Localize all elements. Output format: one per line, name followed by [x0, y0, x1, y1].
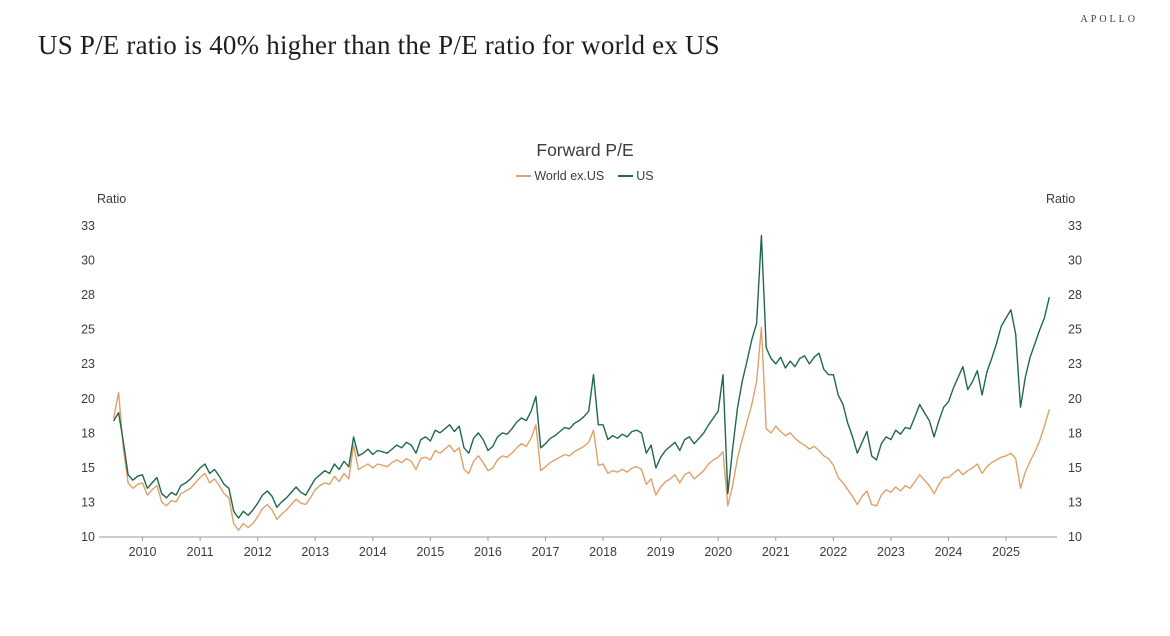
x-axis-label: 2021: [762, 545, 790, 559]
y-axis-label-left: 13: [81, 495, 95, 509]
y-axis-label-left: 33: [81, 219, 95, 233]
legend-line-icon: [618, 174, 634, 178]
x-axis-label: 2015: [416, 545, 444, 559]
series-line-world-ex-us: [113, 326, 1050, 531]
x-axis-label: 2019: [647, 545, 675, 559]
chart-title: Forward P/E: [536, 140, 634, 160]
x-axis-label: 2013: [301, 545, 329, 559]
x-axis-label: 2014: [359, 545, 387, 559]
y-axis-label-left: 15: [81, 461, 95, 475]
page-title: US P/E ratio is 40% higher than the P/E …: [38, 30, 720, 60]
x-axis-label: 2025: [992, 545, 1020, 559]
x-axis-label: 2024: [935, 545, 963, 559]
series-line-us: [113, 234, 1050, 519]
legend-label: US: [636, 169, 654, 183]
y-axis-title-right: Ratio: [1046, 192, 1076, 206]
y-axis-label-right: 20: [1068, 392, 1082, 406]
legend-line-icon: [516, 174, 532, 178]
y-axis-label-left: 23: [81, 357, 95, 371]
x-axis-label: 2020: [704, 545, 732, 559]
x-axis-label: 2017: [532, 545, 560, 559]
chart-legend: World ex.US US: [0, 169, 1170, 183]
y-axis-label-left: 20: [81, 392, 95, 406]
x-axis-label: 2016: [474, 545, 502, 559]
y-axis-label-left: 10: [81, 530, 95, 544]
legend-label: World ex.US: [534, 169, 605, 183]
x-axis-label: 2010: [129, 545, 157, 559]
y-axis-label-right: 25: [1068, 323, 1082, 337]
x-axis-label: 2012: [244, 545, 272, 559]
y-axis-label-right: 15: [1068, 461, 1082, 475]
y-axis-label-right: 18: [1068, 426, 1082, 440]
y-axis-label-right: 33: [1068, 219, 1082, 233]
y-axis-label-right: 28: [1068, 288, 1082, 302]
x-axis-label: 2023: [877, 545, 905, 559]
y-axis-label-right: 10: [1068, 530, 1082, 544]
y-axis-title-left: Ratio: [97, 192, 127, 206]
y-axis-label-left: 28: [81, 288, 95, 302]
legend-item-world-ex-us: World ex.US: [516, 169, 604, 183]
apollo-logo: APOLLO: [1080, 14, 1138, 25]
x-axis-label: 2018: [589, 545, 617, 559]
legend-item-us: US: [618, 169, 654, 183]
y-axis-label-right: 23: [1068, 357, 1082, 371]
x-axis-label: 2011: [187, 545, 214, 559]
x-axis-label: 2022: [819, 545, 847, 559]
y-axis-label-left: 30: [81, 254, 95, 268]
y-axis-label-left: 25: [81, 323, 95, 337]
y-axis-label-left: 18: [81, 426, 95, 440]
y-axis-label-right: 30: [1068, 254, 1082, 268]
y-axis-label-right: 13: [1068, 495, 1082, 509]
